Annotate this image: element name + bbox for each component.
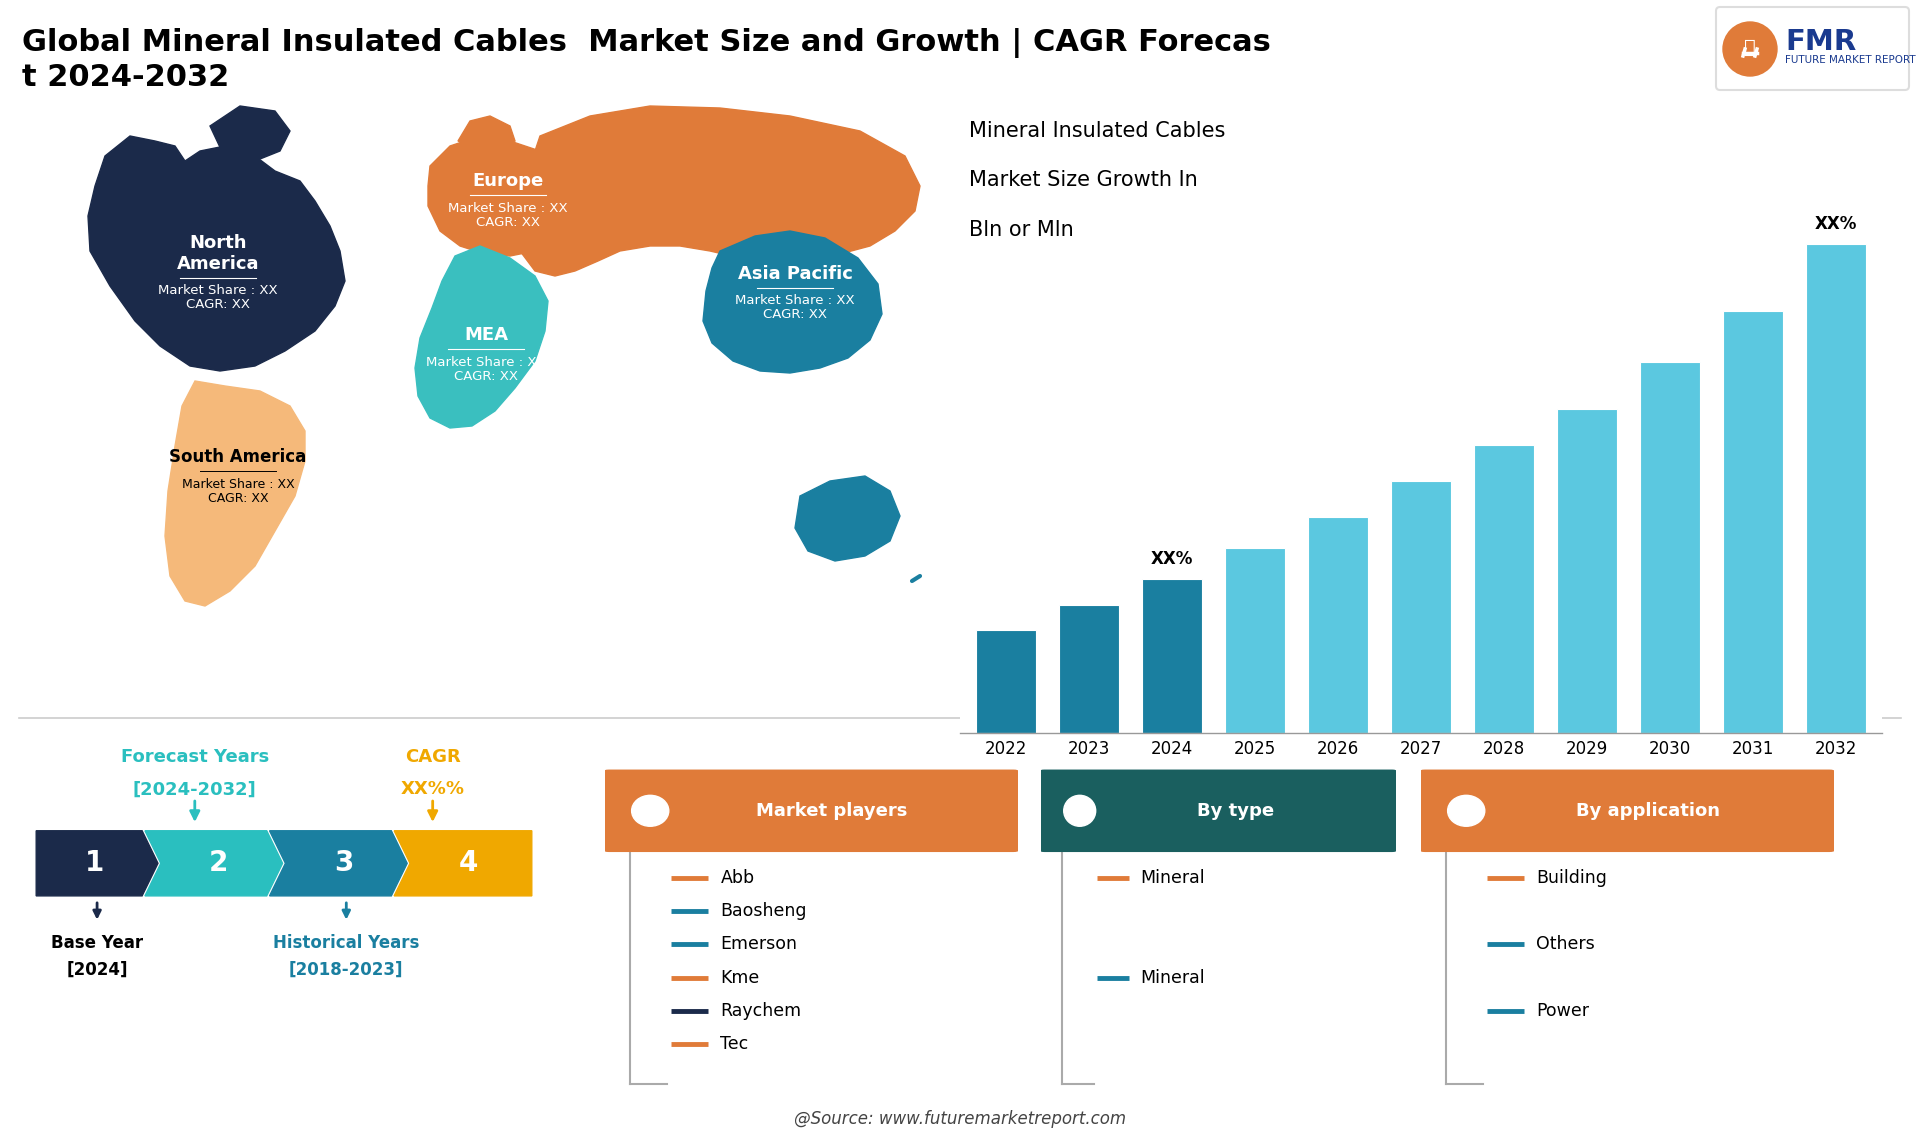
Bar [1807,243,1866,733]
Text: Market Share : XX: Market Share : XX [426,355,545,369]
FancyBboxPatch shape [599,770,1023,853]
Text: Tec: Tec [720,1035,749,1053]
Text: Baosheng: Baosheng [720,902,806,920]
Text: Global Mineral Insulated Cables  Market Size and Growth | CAGR Forecas: Global Mineral Insulated Cables Market S… [21,28,1271,58]
Text: MEA: MEA [465,325,509,344]
Bar [1390,481,1452,733]
Bar [1640,362,1699,733]
Bar [1142,579,1202,733]
Text: By application: By application [1576,802,1720,819]
Text: 4: 4 [459,849,478,878]
Text: Abb: Abb [720,869,755,887]
Text: Market Share : XX: Market Share : XX [157,284,278,298]
Text: t 2024-2032: t 2024-2032 [21,63,228,92]
Bar [975,630,1035,733]
Polygon shape [703,231,881,372]
Text: [2018-2023]: [2018-2023] [290,960,403,979]
Text: Market Share : XX: Market Share : XX [447,202,568,214]
FancyBboxPatch shape [1716,7,1908,91]
Polygon shape [518,105,920,276]
Circle shape [1722,22,1778,76]
Polygon shape [144,831,282,896]
Bar [1225,548,1284,733]
Text: Building: Building [1536,869,1607,887]
Polygon shape [394,831,532,896]
Text: Base Year: Base Year [52,934,144,952]
Text: Others: Others [1536,935,1596,953]
Circle shape [1064,795,1096,826]
Text: South America: South America [169,448,307,466]
Text: 1: 1 [84,849,104,878]
Text: Bln or Mln: Bln or Mln [970,220,1073,240]
Text: FMR: FMR [1786,28,1857,56]
Text: Market Share : XX: Market Share : XX [182,478,294,490]
Text: [2024-2032]: [2024-2032] [132,780,257,799]
Polygon shape [36,831,157,896]
Text: Market players: Market players [756,802,908,819]
Bar [1557,408,1617,733]
Text: FUTURE MARKET REPORT: FUTURE MARKET REPORT [1786,55,1916,65]
Text: North
America: North America [177,234,259,273]
Polygon shape [88,136,346,371]
Text: Forecast Years: Forecast Years [121,747,269,766]
Text: CAGR: XX: CAGR: XX [453,369,518,383]
Text: CAGR: XX: CAGR: XX [762,308,828,322]
Text: Mineral: Mineral [1140,968,1204,987]
Text: Kme: Kme [720,968,760,987]
Text: Europe: Europe [472,172,543,190]
Text: Market Share : XX: Market Share : XX [735,295,854,307]
Text: Market Size Growth In: Market Size Growth In [970,171,1198,190]
Text: XX%%: XX%% [401,780,465,799]
Text: CAGR: XX: CAGR: XX [207,492,269,504]
Text: Historical Years: Historical Years [273,934,419,952]
Text: XX%: XX% [1814,215,1857,234]
FancyBboxPatch shape [1415,770,1839,853]
Bar [1722,311,1784,733]
Text: [2024]: [2024] [67,960,129,979]
Text: Raychem: Raychem [720,1002,801,1020]
Polygon shape [209,105,290,160]
Text: @Source: www.futuremarketreport.com: @Source: www.futuremarketreport.com [795,1110,1125,1128]
Bar [1475,445,1534,733]
Polygon shape [795,476,900,562]
Text: Mineral Insulated Cables: Mineral Insulated Cables [970,120,1225,141]
Polygon shape [415,246,547,427]
Circle shape [632,795,668,826]
Text: XX%: XX% [1150,550,1192,568]
Bar [1058,605,1119,733]
Text: CAGR: XX: CAGR: XX [476,215,540,228]
Bar [1308,517,1367,733]
Text: CAGR: XX: CAGR: XX [186,298,250,312]
Polygon shape [459,116,515,148]
FancyBboxPatch shape [1035,770,1402,853]
Text: Asia Pacific: Asia Pacific [737,265,852,283]
Text: 👤: 👤 [1743,38,1757,56]
Polygon shape [428,136,574,256]
Text: Emerson: Emerson [720,935,797,953]
Text: CAGR: CAGR [405,747,461,766]
Text: 2: 2 [209,849,228,878]
Text: 3: 3 [334,849,353,878]
Polygon shape [165,380,305,606]
Text: Mineral: Mineral [1140,869,1204,887]
Circle shape [1448,795,1484,826]
Text: By type: By type [1198,802,1275,819]
Text: Power: Power [1536,1002,1590,1020]
Polygon shape [269,831,407,896]
